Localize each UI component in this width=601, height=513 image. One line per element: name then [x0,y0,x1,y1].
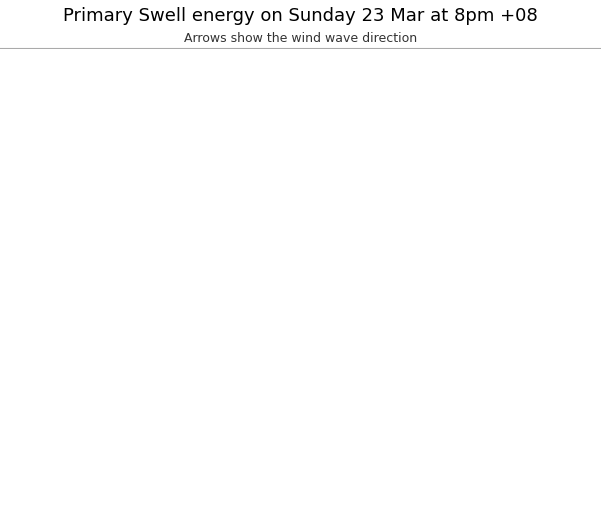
Text: Primary Swell energy on Sunday 23 Mar at 8pm +08: Primary Swell energy on Sunday 23 Mar at… [63,7,538,25]
Text: Arrows show the wind wave direction: Arrows show the wind wave direction [184,31,417,45]
Text: cartopy required: cartopy required [219,271,382,290]
